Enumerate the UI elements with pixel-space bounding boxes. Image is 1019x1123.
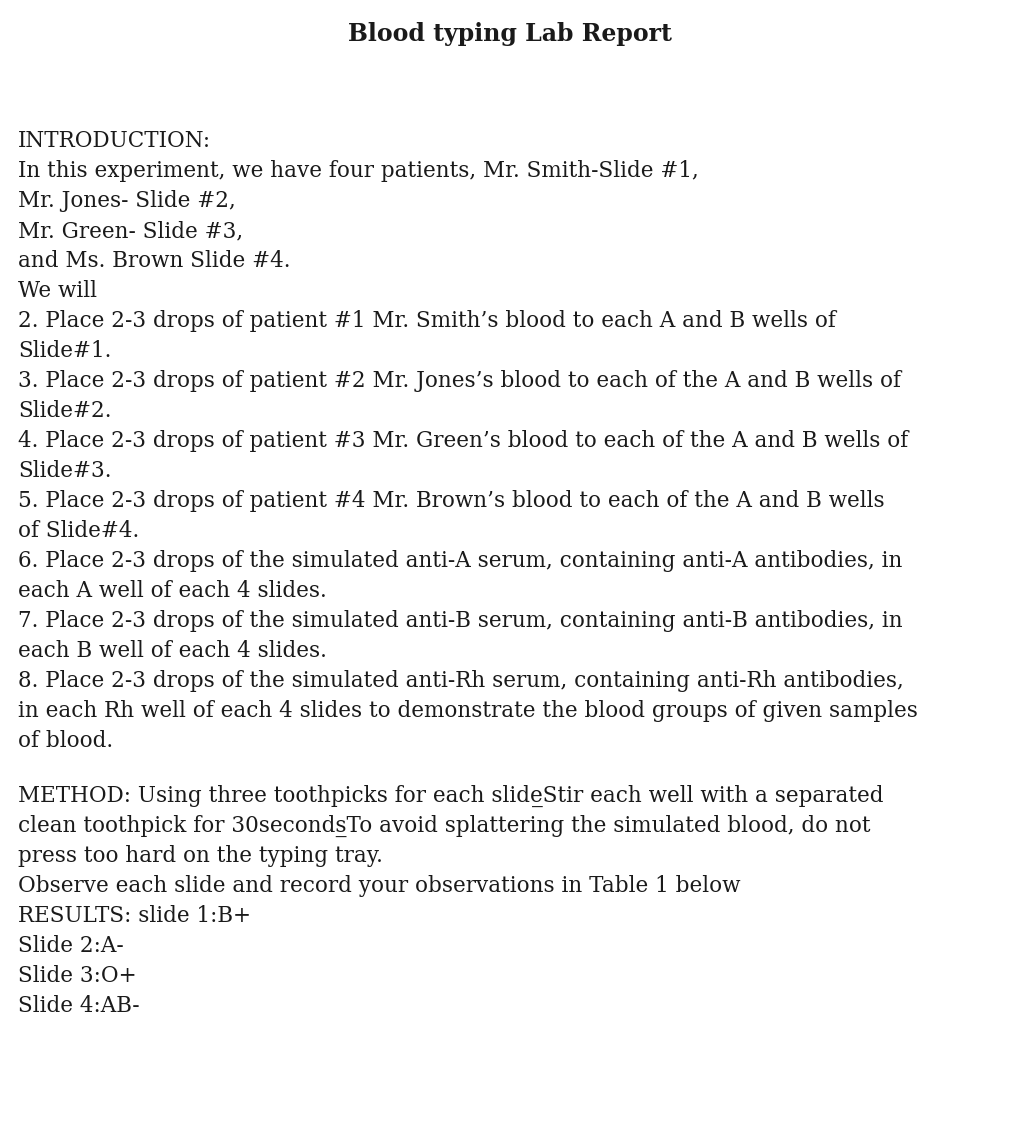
Text: RESULTS: slide 1:B+: RESULTS: slide 1:B+ xyxy=(18,905,251,926)
Text: Slide#2.: Slide#2. xyxy=(18,400,111,422)
Text: of Slide#4.: of Slide#4. xyxy=(18,520,140,542)
Text: 6. Place 2-3 drops of the simulated anti-A serum, containing anti-A antibodies, : 6. Place 2-3 drops of the simulated anti… xyxy=(18,550,902,572)
Text: Slide 4:AB-: Slide 4:AB- xyxy=(18,995,140,1017)
Text: 4. Place 2-3 drops of patient #3 Mr. Green’s blood to each of the A and B wells : 4. Place 2-3 drops of patient #3 Mr. Gre… xyxy=(18,430,907,451)
Text: Mr. Green- Slide #3,: Mr. Green- Slide #3, xyxy=(18,220,243,241)
Text: Mr. Jones- Slide #2,: Mr. Jones- Slide #2, xyxy=(18,190,235,212)
Text: Slide#1.: Slide#1. xyxy=(18,340,111,362)
Text: Blood typing Lab Report: Blood typing Lab Report xyxy=(347,22,672,46)
Text: in each Rh well of each 4 slides to demonstrate the blood groups of given sample: in each Rh well of each 4 slides to demo… xyxy=(18,700,917,722)
Text: INTRODUCTION:: INTRODUCTION: xyxy=(18,130,211,152)
Text: each B well of each 4 slides.: each B well of each 4 slides. xyxy=(18,640,326,661)
Text: 3. Place 2-3 drops of patient #2 Mr. Jones’s blood to each of the A and B wells : 3. Place 2-3 drops of patient #2 Mr. Jon… xyxy=(18,369,900,392)
Text: each A well of each 4 slides.: each A well of each 4 slides. xyxy=(18,579,326,602)
Text: 5. Place 2-3 drops of patient #4 Mr. Brown’s blood to each of the A and B wells: 5. Place 2-3 drops of patient #4 Mr. Bro… xyxy=(18,490,883,512)
Text: 8. Place 2-3 drops of the simulated anti-Rh serum, containing anti-Rh antibodies: 8. Place 2-3 drops of the simulated anti… xyxy=(18,670,903,692)
Text: METHOD: Using three toothpicks for each slide̲Stir each well with a separated: METHOD: Using three toothpicks for each … xyxy=(18,785,882,807)
Text: We will: We will xyxy=(18,280,97,302)
Text: clean toothpick for 30seconds̲To avoid splattering the simulated blood, do not: clean toothpick for 30seconds̲To avoid s… xyxy=(18,815,869,837)
Text: Slide 2:A-: Slide 2:A- xyxy=(18,935,123,957)
Text: of blood.: of blood. xyxy=(18,730,113,752)
Text: press too hard on the typing tray.: press too hard on the typing tray. xyxy=(18,844,382,867)
Text: 7. Place 2-3 drops of the simulated anti-B serum, containing anti-B antibodies, : 7. Place 2-3 drops of the simulated anti… xyxy=(18,610,902,632)
Text: and Ms. Brown Slide #4.: and Ms. Brown Slide #4. xyxy=(18,250,290,272)
Text: In this experiment, we have four patients, Mr. Smith-Slide #1,: In this experiment, we have four patient… xyxy=(18,159,698,182)
Text: Observe each slide and record your observations in Table 1 below: Observe each slide and record your obser… xyxy=(18,875,740,897)
Text: Slide 3:O+: Slide 3:O+ xyxy=(18,965,137,987)
Text: 2. Place 2-3 drops of patient #1 Mr. Smith’s blood to each A and B wells of: 2. Place 2-3 drops of patient #1 Mr. Smi… xyxy=(18,310,835,332)
Text: Slide#3.: Slide#3. xyxy=(18,460,111,482)
